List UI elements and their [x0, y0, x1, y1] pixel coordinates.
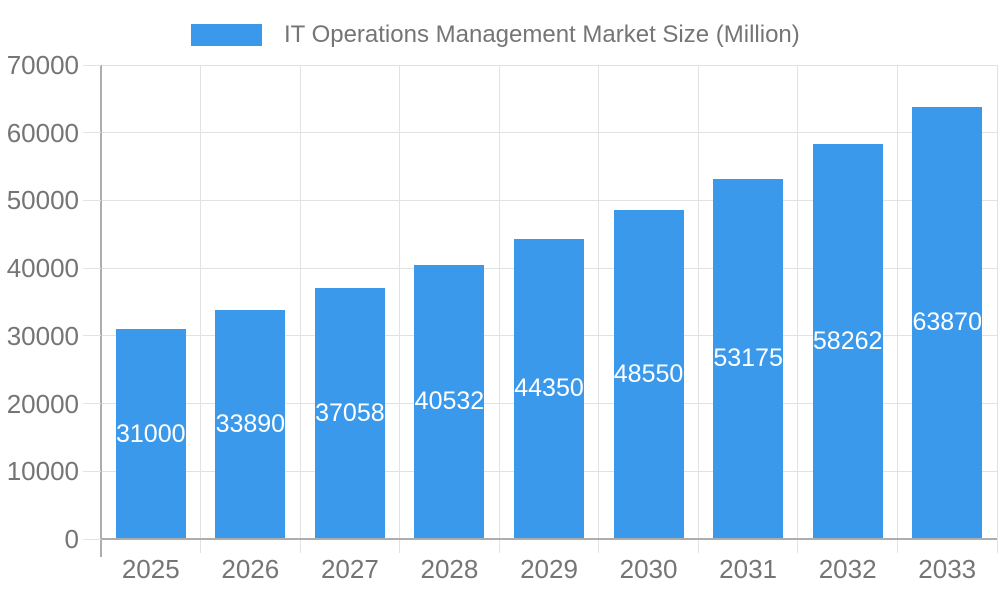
bar-2027[interactable]: 37058 — [314, 288, 385, 539]
y-axis-tick-label: 30000 — [6, 320, 79, 351]
bar-value-label: 48550 — [613, 360, 684, 389]
gridline-vertical — [996, 65, 998, 539]
bar-2026[interactable]: 33890 — [215, 309, 286, 539]
gridline-vertical — [697, 65, 699, 539]
y-axis-line — [100, 65, 102, 557]
x-axis-tick — [797, 539, 799, 553]
x-axis-tick-label: 2026 — [221, 554, 280, 584]
bar-value-label: 37058 — [315, 399, 385, 428]
y-axis-tick-label: 60000 — [6, 117, 79, 148]
y-axis-tick — [83, 64, 101, 66]
x-axis-tick — [399, 539, 401, 553]
x-axis-tick-label: 2025 — [121, 554, 180, 584]
x-axis-tick-label: 2029 — [520, 554, 578, 584]
x-axis-tick — [697, 539, 699, 553]
gridline-horizontal — [101, 64, 997, 66]
x-axis-tick — [996, 539, 998, 553]
bar-2031[interactable]: 53175 — [713, 178, 784, 539]
x-axis-tick — [498, 539, 500, 553]
gridline-vertical — [598, 65, 600, 539]
bar-2032[interactable]: 58262 — [812, 144, 883, 539]
gridline-vertical — [896, 65, 898, 539]
bar-value-label: 44350 — [514, 374, 584, 403]
x-axis-tick-label: 2032 — [818, 554, 877, 584]
x-axis-tick — [598, 539, 600, 553]
legend-label: IT Operations Management Market Size (Mi… — [284, 21, 800, 48]
y-axis-tick — [83, 403, 101, 405]
x-axis-tick — [200, 539, 202, 553]
gridline-horizontal — [101, 132, 997, 134]
bar-value-label: 58262 — [812, 327, 883, 356]
y-axis-tick-label: 0 — [64, 524, 79, 554]
bar-2029[interactable]: 44350 — [514, 238, 584, 539]
bar-value-label: 63870 — [912, 308, 982, 337]
x-axis-tick-label: 2033 — [918, 554, 977, 584]
bar-2025[interactable]: 31000 — [115, 329, 186, 539]
gridline-vertical — [299, 65, 301, 539]
bar-2030[interactable]: 48550 — [613, 210, 684, 539]
x-axis-tick-label: 2031 — [719, 554, 778, 584]
gridline-horizontal — [101, 199, 997, 201]
bar-value-label: 40532 — [414, 387, 485, 416]
y-axis-tick — [83, 199, 101, 201]
gridline-vertical — [200, 65, 202, 539]
y-axis-tick-label: 50000 — [6, 185, 79, 216]
plot-area: 31000 33890 37058 40532 44350 48550 53175 58262… — [7, 52, 998, 582]
bar-value-label: 31000 — [116, 419, 186, 448]
y-axis-tick — [83, 267, 101, 269]
gridline-vertical — [498, 65, 500, 539]
y-axis-tick — [83, 132, 101, 134]
y-axis-tick-label: 20000 — [6, 388, 79, 419]
x-axis-tick-label: 2028 — [420, 554, 479, 584]
gridline-vertical — [399, 65, 401, 539]
y-axis-tick — [83, 538, 101, 540]
y-axis-tick-label: 10000 — [6, 456, 79, 487]
y-axis-tick — [83, 335, 101, 337]
x-axis-line — [101, 538, 997, 540]
bar-2028[interactable]: 40532 — [414, 264, 485, 539]
legend[interactable]: IT Operations Management Market Size (Mi… — [191, 23, 800, 47]
x-axis-tick — [896, 539, 898, 553]
bar-2033[interactable]: 63870 — [912, 106, 983, 539]
x-axis-tick-label: 2030 — [619, 554, 678, 584]
bar-value-label: 53175 — [713, 344, 783, 373]
bar-value-label: 33890 — [215, 409, 286, 438]
y-axis-tick-label: 40000 — [6, 253, 79, 284]
x-axis-tick — [299, 539, 301, 553]
y-axis-tick — [83, 470, 101, 472]
x-axis-tick-label: 2027 — [320, 554, 379, 584]
y-axis-tick-label: 70000 — [6, 50, 79, 80]
legend-swatch-icon — [191, 24, 262, 46]
gridline-vertical — [797, 65, 799, 539]
